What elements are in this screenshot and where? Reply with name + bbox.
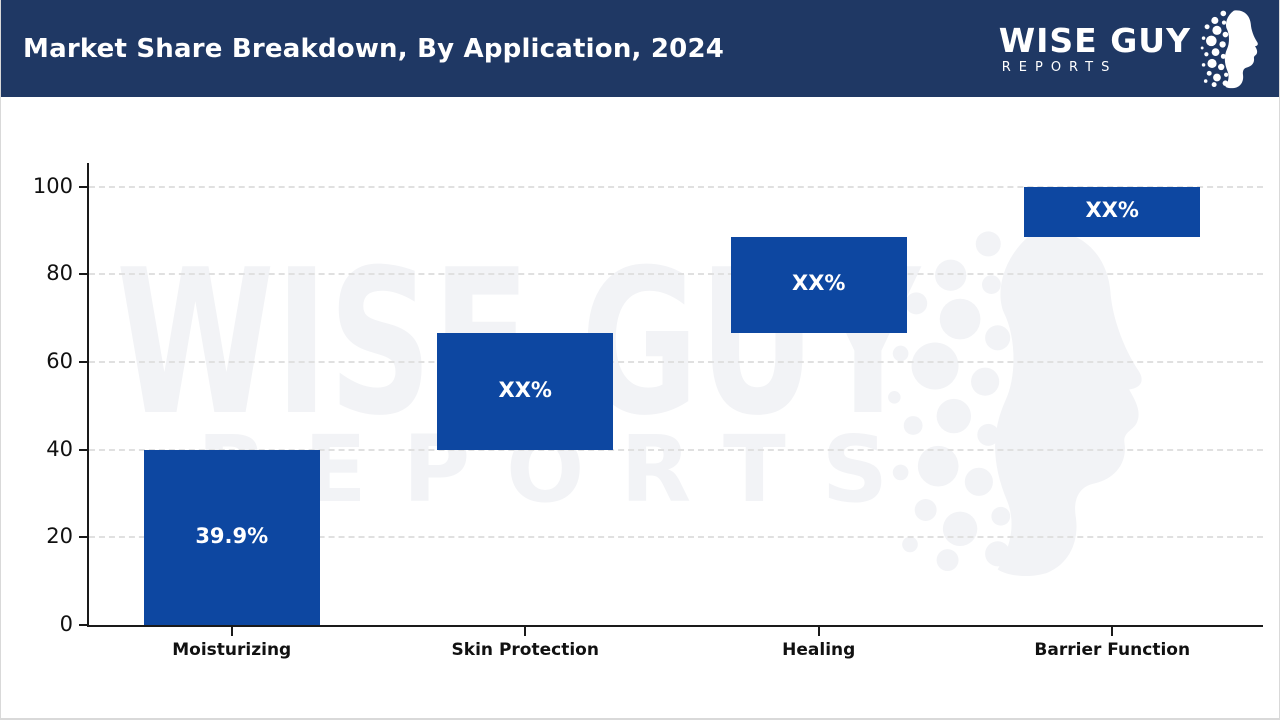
- y-axis-tick-label: 80: [46, 261, 73, 286]
- waterfall-bar: [143, 450, 320, 625]
- brand-head-icon: [1200, 10, 1258, 89]
- waterfall-bar: [730, 237, 907, 334]
- y-axis-tick: [79, 448, 88, 451]
- y-axis-tick: [79, 361, 88, 364]
- y-axis-tick: [79, 185, 88, 188]
- y-axis-tick-label: 0: [59, 612, 73, 636]
- y-axis-tick-label: 100: [32, 173, 73, 198]
- gridline: [89, 273, 1263, 276]
- y-axis-line: [87, 163, 89, 627]
- y-axis-tick-label: 40: [46, 436, 73, 461]
- x-axis-tick: [1111, 627, 1114, 636]
- brand-subname: REPORTS: [1001, 59, 1118, 75]
- x-axis-category-label: Skin Protection: [451, 640, 599, 660]
- waterfall-bar: [1024, 186, 1201, 238]
- waterfall-bar: [437, 333, 614, 451]
- y-axis-tick: [79, 624, 88, 626]
- y-axis-tick: [79, 536, 88, 539]
- x-axis-tick: [817, 627, 820, 636]
- bar-value-label: 39.9%: [195, 523, 269, 548]
- x-axis-line: [87, 625, 1263, 627]
- page-title: Market Share Breakdown, By Application, …: [23, 33, 725, 64]
- gridline: [89, 185, 1263, 188]
- brand-text: WISE GUY REPORTS: [999, 24, 1191, 75]
- y-axis-tick-label: 60: [46, 349, 73, 374]
- bar-value-label: XX%: [498, 377, 552, 402]
- brand-logo: WISE GUY REPORTS: [999, 4, 1267, 94]
- y-axis-tick: [79, 273, 88, 276]
- x-axis-category-label: Moisturizing: [172, 640, 292, 660]
- gridline: [89, 536, 1263, 539]
- gridline: [89, 361, 1263, 364]
- gridline: [89, 448, 1263, 451]
- x-axis-tick: [230, 627, 233, 636]
- y-axis-tick-label: 20: [46, 524, 73, 549]
- brand-name: WISE GUY: [998, 20, 1191, 60]
- bar-value-label: XX%: [1085, 197, 1139, 222]
- bar-value-label: XX%: [792, 271, 846, 296]
- x-axis-tick: [524, 627, 527, 636]
- x-axis-category-label: Healing: [782, 640, 856, 660]
- x-axis-category-label: Barrier Function: [1034, 640, 1191, 660]
- header: Market Share Breakdown, By Application, …: [1, 0, 1279, 97]
